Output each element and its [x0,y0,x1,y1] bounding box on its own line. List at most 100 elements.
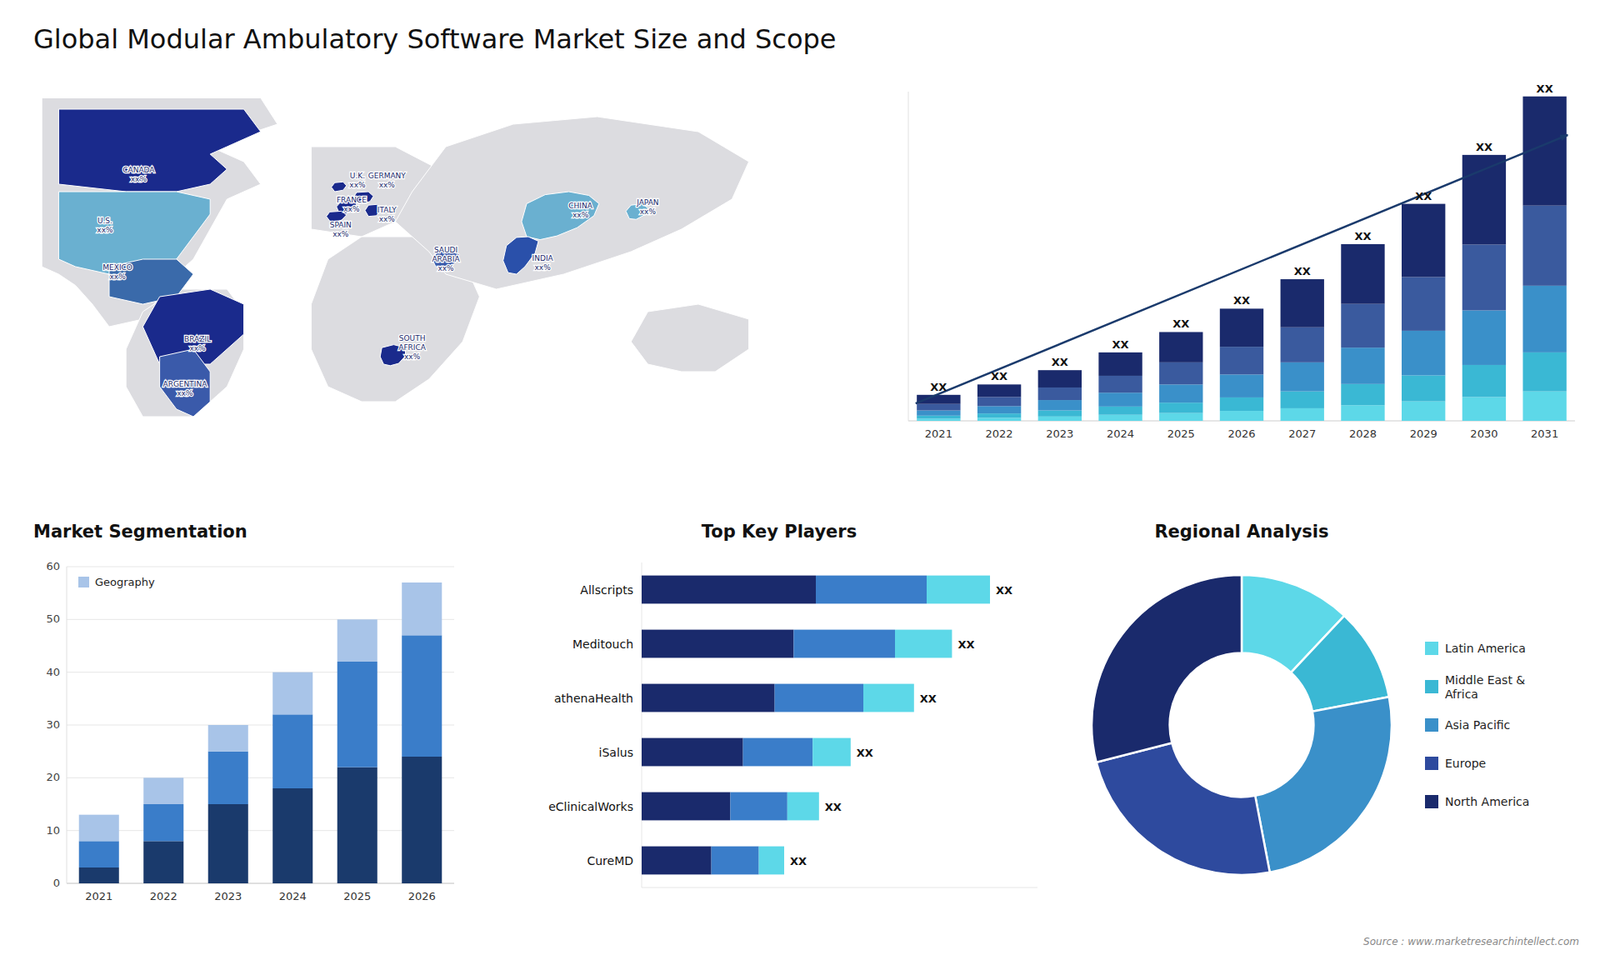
category-label: CureMD [586,854,634,868]
y-tick-label: 10 [45,824,60,837]
legend-label: Middle East &Africa [1445,673,1525,701]
bar-segment [641,575,816,605]
text-line: xx% [404,352,421,361]
y-tick-label: 0 [53,876,60,890]
bar-segment [977,413,1021,418]
continent [125,289,244,417]
value-label: XX [995,584,1013,597]
map-label: FRANCExx% [336,195,367,214]
value-label: XX [957,638,975,651]
grid-line [66,883,455,885]
value-label: XX [930,380,947,394]
text-line: xx% [379,215,396,224]
bar-segment [79,815,120,842]
category-label: Allscripts [580,583,634,597]
x-axis-line [66,883,455,885]
plot-marks [79,582,443,884]
x-tick-label: 2030 [1470,427,1498,440]
x-tick-label: 2024 [1106,427,1135,440]
legend-swatch [1425,680,1439,694]
grid-line [66,671,455,673]
text-line: xx% [332,230,350,239]
horizontal-bar-chart: Top Key PlayersAllscriptsMeditouchathena… [548,521,1038,888]
bar-segment [272,788,313,884]
text-line: INDIA [532,254,555,263]
legend-label: North America [1445,795,1530,809]
chart-title: Market Segmentation [33,521,248,542]
donut-slice [1290,615,1390,712]
bar-segment [1462,365,1506,397]
bar-segment [1280,391,1325,409]
text-line: U.S. [97,216,113,225]
y-tick-label: 60 [45,560,60,573]
x-axis-line [641,887,1038,889]
text-line: SOUTH [399,334,426,343]
bar-segment [1159,384,1203,403]
continent [395,116,749,290]
bar-segment [208,751,249,805]
bar-chart: Market Segmentation010203040506020212022… [33,521,455,903]
map-label: CHINAxx% [568,201,593,220]
bar-segment [401,756,442,884]
bar-segment [1220,308,1264,347]
text-line: ARGENTINA [162,380,208,389]
bar-segment [143,777,184,805]
grid-line [66,725,455,726]
bar-segment [793,630,895,659]
bar-segment [641,846,712,875]
bar-segment [1098,392,1142,407]
text-line: xx% [189,344,206,353]
country [160,349,211,417]
value-label: XX [1536,82,1554,95]
x-tick-label: 2031 [1530,427,1559,440]
bar-segment [1159,402,1203,413]
page: Global Modular Ambulatory Software Marke… [0,0,1600,955]
bar-segment [1038,416,1082,421]
bar-segment [1522,352,1566,392]
x-tick-label: 2025 [343,890,371,903]
bar-segment [641,684,775,713]
bar-segment [1159,331,1203,362]
x-tick-label: 2025 [1167,427,1195,440]
bar-segment [916,404,960,411]
world-map: CANADAxx%U.S.xx%MEXICOxx%BRAZILxx%ARGENT… [41,98,749,418]
bar-segment [1038,410,1082,417]
map-label: GERMANYxx% [368,171,407,190]
grid-line [66,619,455,620]
bar-segment [977,384,1021,397]
bar-segment [641,738,744,767]
bar-segment [1280,362,1325,392]
bar-segment [1220,410,1264,421]
bar-segment [143,840,184,884]
bar-segment [916,415,960,420]
value-label: XX [1354,230,1371,243]
bar-segment [1462,310,1506,365]
map-label: U.K.xx% [349,171,366,190]
continent [310,236,480,402]
text-line: xx% [640,207,657,216]
bar-segment [1038,370,1082,388]
bar-segment [1340,405,1385,421]
text-line: Middle East & [1445,673,1525,687]
chart-title: Top Key Players [701,521,857,542]
map-label: SOUTHAFRICAxx% [398,334,427,361]
legend-swatch [78,576,90,588]
category-label: iSalus [599,745,634,760]
trend-arrow [915,135,1569,404]
donut-slice [1096,742,1270,875]
bar-segment [926,575,990,605]
bar-segment [711,846,760,875]
text-line: xx% [535,263,552,272]
map-label: SAUDIARABIAxx% [431,245,460,273]
y-tick-label: 50 [45,612,60,625]
bar-segment [1340,304,1385,348]
bar-segment [1098,415,1142,421]
legend-swatch [1425,641,1439,655]
bar-segment [1522,205,1566,286]
value-label: XX [1415,190,1432,203]
text-line: xx% [572,210,590,220]
x-tick-label: 2023 [214,890,242,903]
x-tick-label: 2021 [925,427,953,440]
country [58,109,260,192]
text-line: North America [1445,795,1530,809]
